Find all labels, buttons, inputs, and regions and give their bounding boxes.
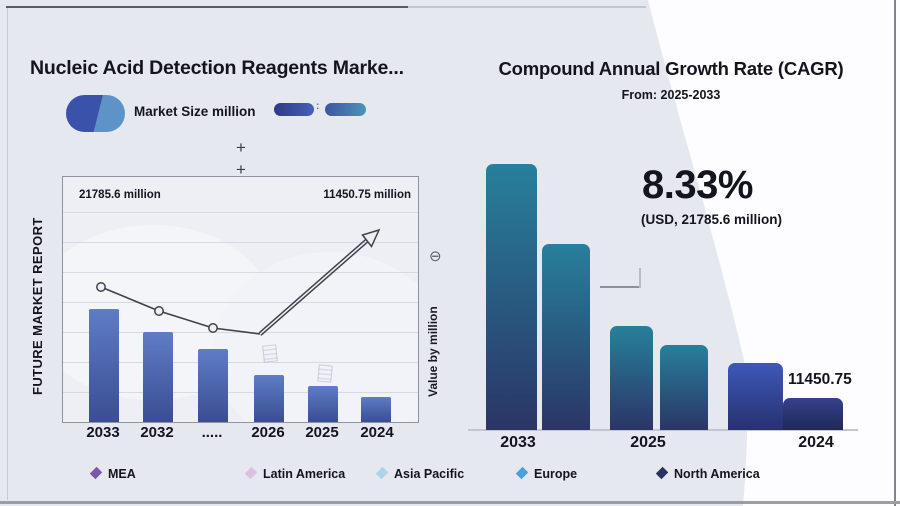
gridline — [63, 272, 418, 273]
plus-mark-icon: + — [236, 138, 246, 157]
x-label-2025: 2025 — [305, 424, 339, 441]
legend-label: Asia Pacific — [394, 467, 465, 481]
future-market-report-watermark: FUTURE MARKET REPORT — [30, 217, 45, 395]
gridline — [63, 242, 418, 243]
x-label-dots: ..... — [201, 424, 223, 441]
gridline — [63, 302, 418, 303]
watermark-document-icon — [262, 344, 278, 363]
gridline — [63, 212, 418, 213]
legend-label: MEA — [108, 467, 136, 481]
x-label-2033: 2033 — [500, 434, 536, 451]
x-label-2026: 2026 — [251, 424, 285, 441]
market-size-bar-2025 — [308, 386, 338, 422]
cagr-bar-2025-secondary — [660, 345, 708, 430]
legend-label: Europe — [534, 467, 578, 481]
market-size-bar-2033 — [89, 309, 119, 422]
right-border-line — [894, 0, 896, 506]
value-label-2024: 11450.75 — [788, 371, 852, 388]
cagr-subtitle: From: 2025-2033 — [621, 88, 721, 102]
top-border-line — [6, 6, 408, 8]
minus-circle-icon: ⊖ — [429, 248, 442, 265]
legend-pill-blue-icon — [274, 103, 314, 116]
right-chart-baseline — [468, 429, 858, 431]
bottom-border-line — [0, 501, 900, 504]
market-size-capsule-icon — [66, 95, 125, 132]
left-border-line — [7, 8, 8, 500]
y-axis-label: Value by million — [426, 306, 440, 398]
legend-label: Latin America — [263, 467, 346, 481]
cagr-bar-2024-primary — [728, 363, 783, 430]
gridline — [63, 362, 418, 363]
cagr-percentage: 8.33% — [642, 163, 753, 207]
cagr-usd-note: (USD, 21785.6 million) — [641, 212, 783, 227]
cagr-bar-2033-primary — [486, 164, 537, 430]
x-label-2024: 2024 — [360, 424, 394, 441]
x-label-2032: 2032 — [140, 424, 174, 441]
market-size-bar-2032 — [143, 332, 173, 422]
step-annotation-line — [600, 286, 641, 288]
legend-pill-teal-icon — [325, 103, 366, 116]
cagr-bar-2025-primary — [610, 326, 653, 430]
legend-pill-separator: : — [316, 101, 320, 112]
x-label-2024: 2024 — [798, 434, 834, 451]
legend-label: North America — [674, 467, 760, 481]
market-size-bar-2026 — [254, 375, 284, 422]
x-label-2025: 2025 — [630, 434, 666, 451]
market-size-bar-..... — [198, 349, 228, 422]
top-border-line-faint — [408, 6, 646, 8]
end-value-annotation: 11450.75 million — [323, 189, 411, 201]
left-chart-title: Nucleic Acid Detection Reagents Marke... — [30, 57, 404, 79]
max-value-annotation: 21785.6 million — [79, 189, 161, 201]
cagr-bar-2033-secondary — [542, 244, 590, 430]
cagr-title: Compound Annual Growth Rate (CAGR) — [498, 58, 844, 79]
step-annotation-tick — [639, 268, 641, 288]
gridline — [63, 392, 418, 393]
gridline — [63, 332, 418, 333]
market-size-chart: 21785.6 million 11450.75 million — [62, 176, 419, 423]
watermark-document-icon — [317, 364, 333, 383]
cagr-bar-2024-secondary — [783, 398, 843, 430]
market-size-legend-label: Market Size million — [134, 104, 256, 119]
market-size-bar-2024 — [361, 397, 391, 422]
x-label-2033: 2033 — [86, 424, 120, 441]
plus-mark-icon: + — [236, 160, 246, 179]
trend-line-arrow — [96, 228, 381, 336]
